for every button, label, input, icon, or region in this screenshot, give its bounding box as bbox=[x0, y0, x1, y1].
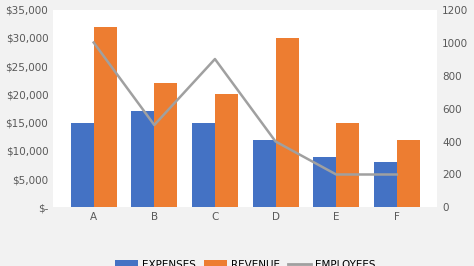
EMPLOYEES bbox=[212, 57, 218, 61]
EMPLOYEES bbox=[273, 140, 278, 143]
EMPLOYEES bbox=[152, 123, 157, 127]
Bar bbox=[131, 111, 155, 207]
EMPLOYEES bbox=[394, 173, 400, 176]
Bar bbox=[253, 140, 275, 207]
EMPLOYEES bbox=[333, 173, 339, 176]
Bar bbox=[397, 140, 420, 207]
Bar bbox=[275, 38, 299, 207]
Bar bbox=[94, 27, 117, 207]
Line: EMPLOYEES: EMPLOYEES bbox=[94, 43, 397, 174]
EMPLOYEES bbox=[91, 41, 97, 44]
Bar bbox=[155, 83, 177, 207]
Bar bbox=[313, 157, 336, 207]
Bar bbox=[374, 162, 397, 207]
Bar bbox=[71, 123, 94, 207]
Bar bbox=[336, 123, 359, 207]
Bar bbox=[192, 123, 215, 207]
Bar bbox=[215, 94, 238, 207]
Legend: EXPENSES, REVENUE, EMPLOYEES: EXPENSES, REVENUE, EMPLOYEES bbox=[110, 256, 380, 266]
